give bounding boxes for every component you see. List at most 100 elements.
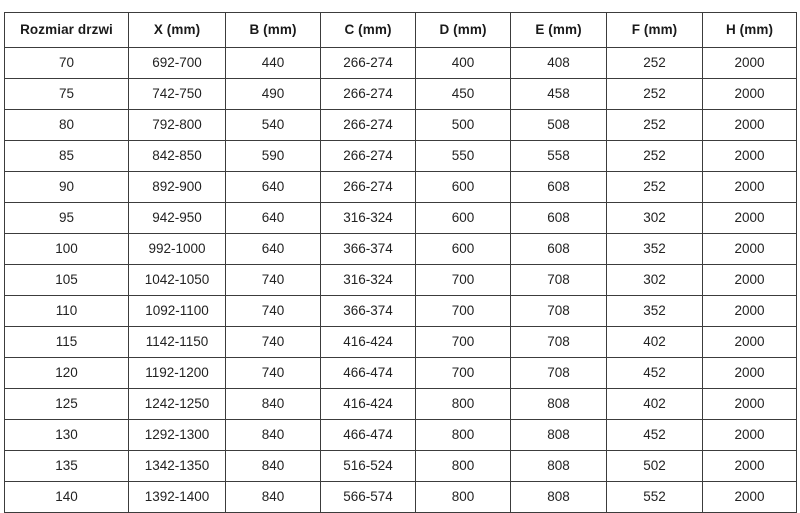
cell-b: 640 (225, 233, 321, 265)
cell-b: 840 (225, 450, 321, 482)
cell-b: 540 (225, 109, 321, 141)
cell-f: 252 (606, 109, 703, 141)
table-row: 100 992-1000 640 366-374 600 608 352 200… (4, 233, 797, 265)
cell-x: 992-1000 (128, 233, 226, 265)
cell-c: 416-424 (320, 326, 416, 358)
cell-f: 352 (606, 233, 703, 265)
cell-door-size: 70 (4, 47, 129, 79)
table-row: 130 1292-1300 840 466-474 800 808 452 20… (4, 419, 797, 451)
cell-x: 1042-1050 (128, 264, 226, 296)
cell-h: 2000 (702, 295, 797, 327)
cell-d: 700 (415, 295, 511, 327)
cell-x: 1092-1100 (128, 295, 226, 327)
cell-h: 2000 (702, 450, 797, 482)
cell-d: 700 (415, 264, 511, 296)
cell-h: 2000 (702, 326, 797, 358)
cell-d: 600 (415, 202, 511, 234)
cell-door-size: 125 (4, 388, 129, 420)
column-header-f: F (mm) (606, 12, 703, 48)
cell-e: 608 (510, 233, 607, 265)
cell-e: 808 (510, 481, 607, 513)
cell-door-size: 105 (4, 264, 129, 296)
column-header-b: B (mm) (225, 12, 321, 48)
cell-door-size: 110 (4, 295, 129, 327)
cell-h: 2000 (702, 388, 797, 420)
cell-c: 366-374 (320, 295, 416, 327)
cell-b: 740 (225, 295, 321, 327)
cell-f: 252 (606, 140, 703, 172)
cell-x: 792-800 (128, 109, 226, 141)
table-row: 85 842-850 590 266-274 550 558 252 2000 (4, 140, 797, 172)
cell-e: 808 (510, 419, 607, 451)
cell-h: 2000 (702, 47, 797, 79)
cell-door-size: 115 (4, 326, 129, 358)
table-row: 140 1392-1400 840 566-574 800 808 552 20… (4, 481, 797, 513)
cell-x: 692-700 (128, 47, 226, 79)
cell-d: 550 (415, 140, 511, 172)
cell-c: 366-374 (320, 233, 416, 265)
table-row: 105 1042-1050 740 316-324 700 708 302 20… (4, 264, 797, 296)
cell-x: 1292-1300 (128, 419, 226, 451)
cell-h: 2000 (702, 233, 797, 265)
cell-b: 740 (225, 357, 321, 389)
cell-d: 800 (415, 450, 511, 482)
cell-door-size: 95 (4, 202, 129, 234)
table-row: 75 742-750 490 266-274 450 458 252 2000 (4, 78, 797, 110)
cell-c: 316-324 (320, 264, 416, 296)
cell-b: 740 (225, 326, 321, 358)
cell-f: 502 (606, 450, 703, 482)
cell-d: 600 (415, 171, 511, 203)
cell-c: 266-274 (320, 140, 416, 172)
cell-x: 1192-1200 (128, 357, 226, 389)
cell-f: 452 (606, 419, 703, 451)
cell-e: 458 (510, 78, 607, 110)
cell-c: 466-474 (320, 419, 416, 451)
cell-door-size: 130 (4, 419, 129, 451)
cell-h: 2000 (702, 78, 797, 110)
column-header-x: X (mm) (128, 12, 226, 48)
cell-e: 708 (510, 326, 607, 358)
cell-d: 700 (415, 326, 511, 358)
door-size-specification-table: Rozmiar drzwi X (mm) B (mm) C (mm) D (mm… (4, 12, 797, 513)
column-header-h: H (mm) (702, 12, 797, 48)
cell-e: 808 (510, 388, 607, 420)
cell-d: 600 (415, 233, 511, 265)
cell-b: 740 (225, 264, 321, 296)
cell-x: 842-850 (128, 140, 226, 172)
cell-f: 402 (606, 326, 703, 358)
cell-x: 1242-1250 (128, 388, 226, 420)
table-row: 115 1142-1150 740 416-424 700 708 402 20… (4, 326, 797, 358)
cell-f: 252 (606, 171, 703, 203)
cell-h: 2000 (702, 357, 797, 389)
column-header-d: D (mm) (415, 12, 511, 48)
cell-door-size: 140 (4, 481, 129, 513)
door-size-specification-table-container: Rozmiar drzwi X (mm) B (mm) C (mm) D (mm… (4, 12, 797, 513)
cell-b: 640 (225, 202, 321, 234)
cell-x: 742-750 (128, 78, 226, 110)
cell-e: 608 (510, 202, 607, 234)
cell-h: 2000 (702, 109, 797, 141)
cell-e: 708 (510, 295, 607, 327)
cell-h: 2000 (702, 419, 797, 451)
cell-door-size: 135 (4, 450, 129, 482)
cell-c: 266-274 (320, 47, 416, 79)
cell-door-size: 100 (4, 233, 129, 265)
cell-door-size: 90 (4, 171, 129, 203)
cell-c: 316-324 (320, 202, 416, 234)
cell-door-size: 120 (4, 357, 129, 389)
cell-b: 640 (225, 171, 321, 203)
cell-x: 1142-1150 (128, 326, 226, 358)
cell-f: 252 (606, 78, 703, 110)
cell-b: 490 (225, 78, 321, 110)
cell-c: 566-574 (320, 481, 416, 513)
cell-h: 2000 (702, 171, 797, 203)
cell-d: 800 (415, 388, 511, 420)
cell-e: 558 (510, 140, 607, 172)
cell-h: 2000 (702, 481, 797, 513)
cell-f: 352 (606, 295, 703, 327)
cell-x: 1392-1400 (128, 481, 226, 513)
cell-f: 552 (606, 481, 703, 513)
cell-c: 466-474 (320, 357, 416, 389)
table-row: 80 792-800 540 266-274 500 508 252 2000 (4, 109, 797, 141)
cell-d: 800 (415, 419, 511, 451)
